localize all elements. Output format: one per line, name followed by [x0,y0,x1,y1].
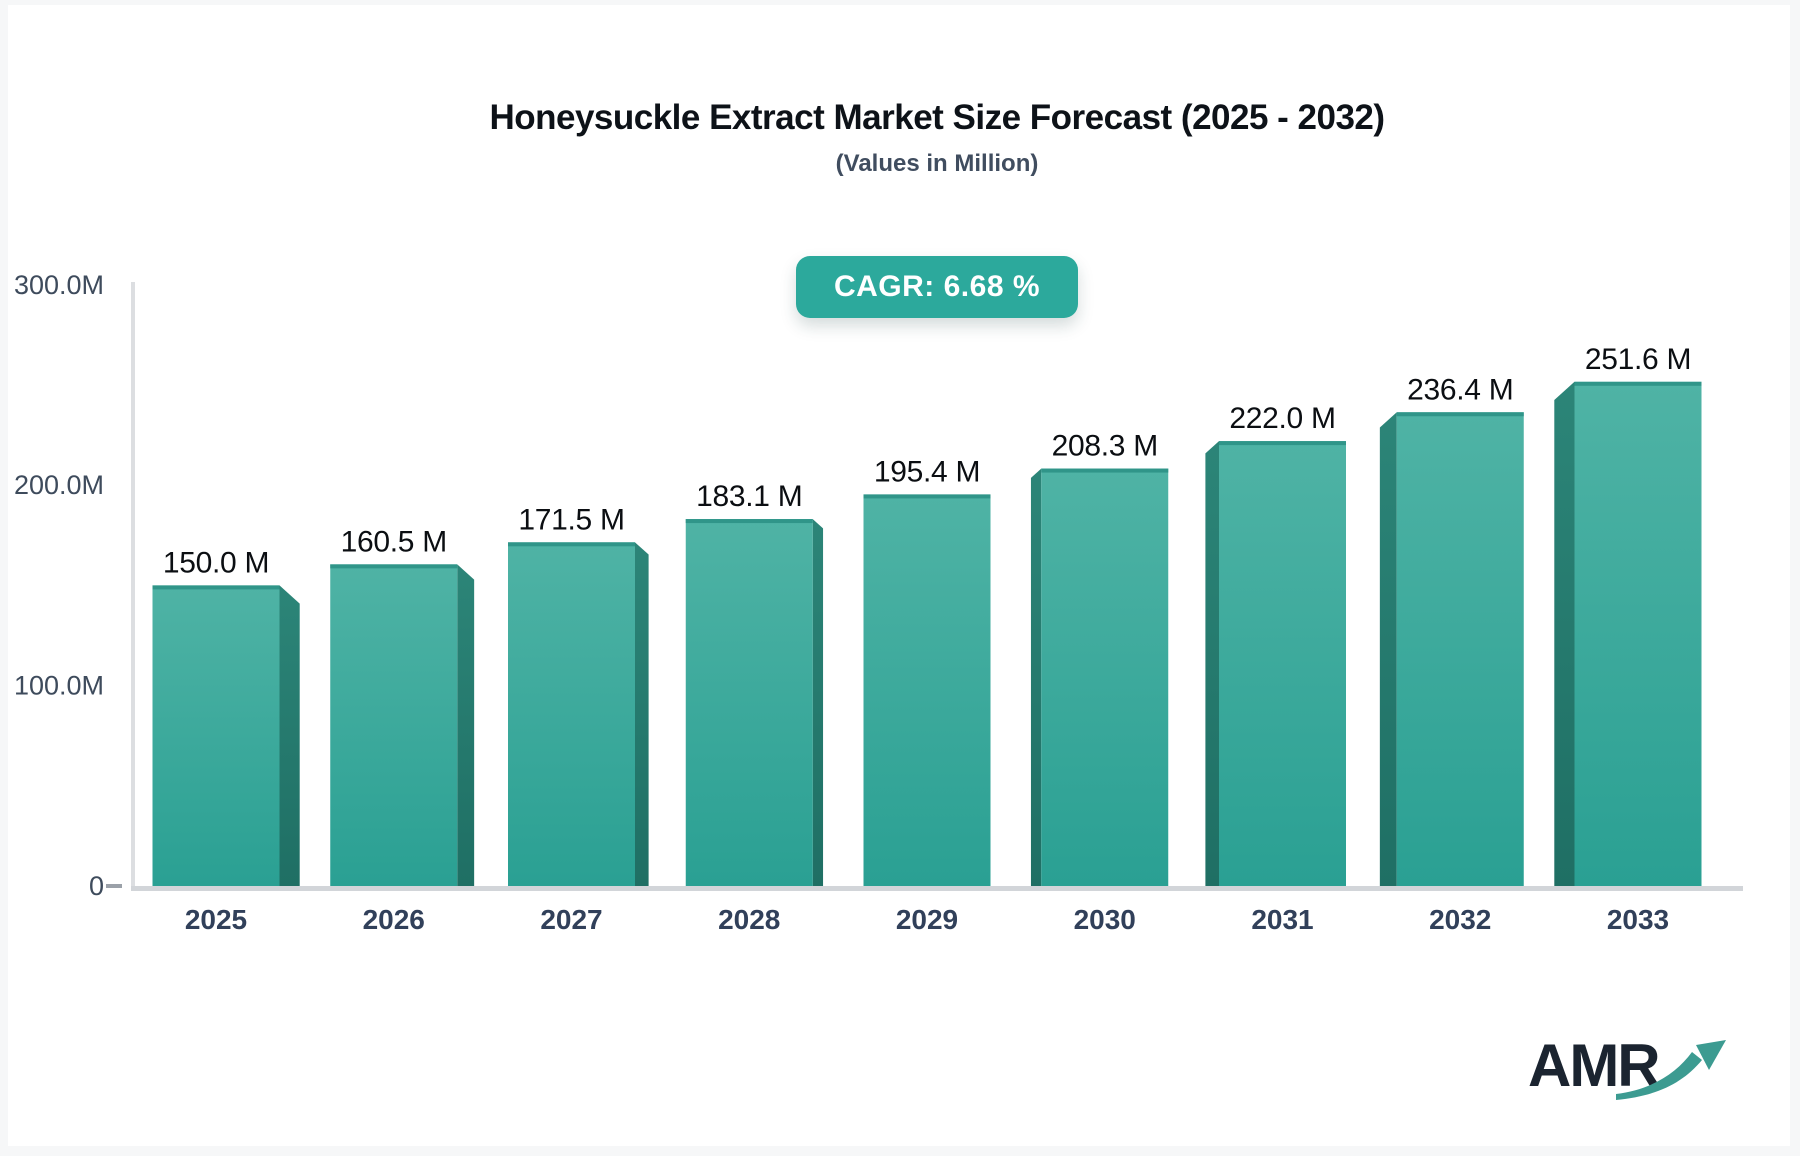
bar-front-face [330,564,458,886]
bar-2033: 251.6 M 2033 [1554,343,1702,935]
y-axis-line [131,282,135,891]
y-tick-label: 0 [89,871,104,901]
bar-2028: 183.1 M 2028 [685,480,824,935]
bar-top-edge [1041,468,1169,473]
bar-side-face [279,585,300,886]
bar-front-face [1219,441,1346,886]
bar-2031: 222.0 M 2031 [1205,402,1346,935]
bar-side-face [1554,381,1575,886]
bar-2030: 208.3 M 2030 [1030,430,1169,935]
y-tick-label: 100.0M [14,671,104,701]
amr-logo-text: AMR [1528,1032,1661,1099]
bar-value-label: 195.4 M [874,455,980,488]
bar-2027: 171.5 M 2027 [508,503,649,935]
bar-side-face [457,564,475,886]
x-axis-line [131,886,1743,891]
bar-front-face [152,585,280,886]
bar-value-label: 236.4 M [1407,373,1513,406]
bar-top-edge [1219,441,1346,446]
bar-top-edge [152,585,280,590]
bar-front-face [1396,412,1524,886]
x-tick-label: 2029 [896,904,958,935]
bar-top-edge [508,542,635,547]
x-tick-label: 2032 [1429,904,1491,935]
trending-up-arrow-icon [1616,1040,1726,1100]
x-tick-label: 2025 [185,904,247,935]
bar-side-face [1030,468,1042,886]
zero-tick-dash [106,884,122,888]
bar-value-label: 208.3 M [1052,430,1158,463]
bar-side-face [1205,441,1219,886]
bar-side-face [635,542,649,886]
bar-front-face [1041,468,1169,886]
bar-top-edge [863,494,991,499]
bar-value-label: 251.6 M [1585,343,1691,376]
bar-2032: 236.4 M 2032 [1379,373,1524,935]
y-tick-label: 300.0M [14,270,104,300]
x-tick-label: 2030 [1074,904,1136,935]
x-tick-label: 2028 [718,904,780,935]
bar-front-face [863,494,991,886]
bar-top-edge [685,519,813,524]
bar-value-label: 150.0 M [163,546,269,579]
bar-top-edge [1396,412,1524,417]
bar-value-label: 183.1 M [696,480,802,513]
x-tick-label: 2033 [1607,904,1669,935]
bar-2026: 160.5 M 2026 [330,525,475,935]
bar-front-face [1574,381,1702,886]
bar-side-face [812,519,824,886]
bar-top-edge [1574,381,1702,386]
bar-value-label: 171.5 M [518,503,624,536]
bar-2029: 195.4 M 2029 [863,455,991,935]
bar-front-face [685,519,813,886]
bar-top-edge [330,564,458,569]
x-tick-label: 2027 [540,904,602,935]
amr-logo: AMR [1528,1032,1726,1112]
bar-2025: 150.0 M 2025 [152,546,300,935]
bar-value-label: 160.5 M [341,525,447,558]
x-tick-label: 2031 [1251,904,1313,935]
bar-side-face [1379,412,1397,886]
y-tick-label: 200.0M [14,470,104,500]
x-tick-label: 2026 [363,904,425,935]
bar-value-label: 222.0 M [1229,402,1335,435]
bar-front-face [508,542,635,886]
